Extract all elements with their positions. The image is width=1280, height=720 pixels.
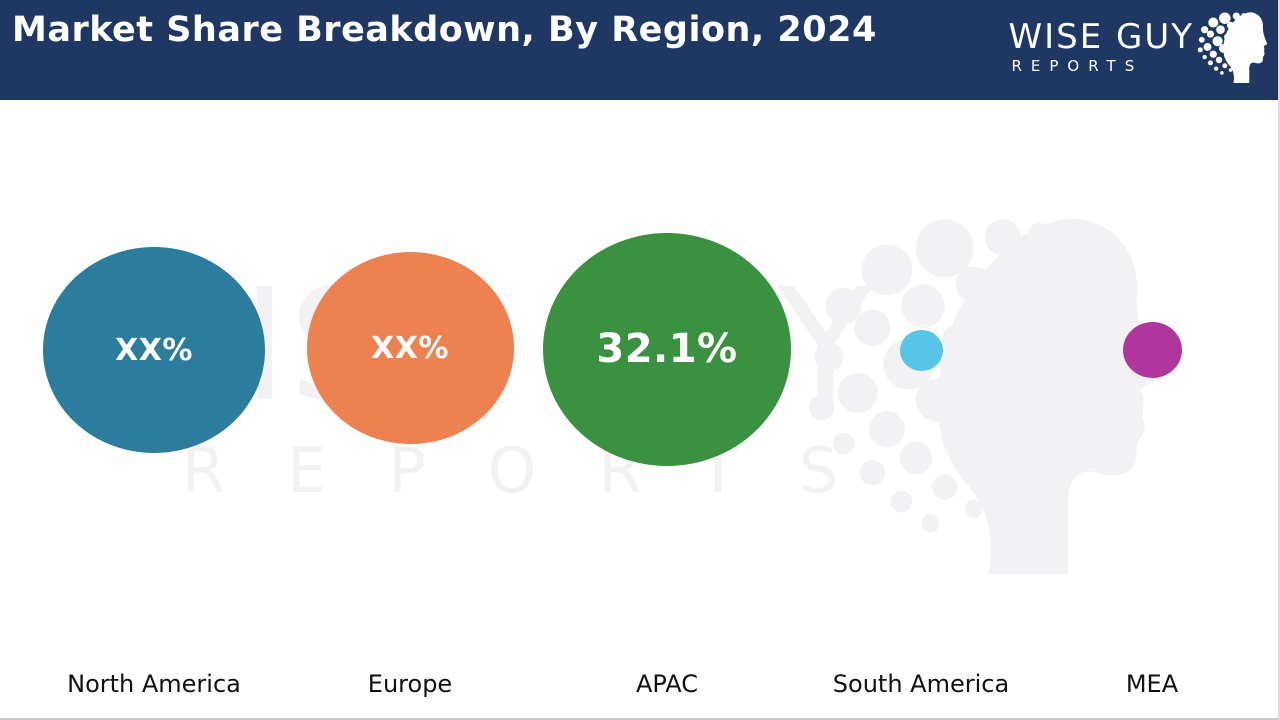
bubble-apac: 32.1% [543,232,791,466]
brand-logo-text: WISE GUY REPORTS [1008,16,1194,76]
category-label-apac: APAC [635,670,699,698]
bubble-value-apac: 32.1% [596,326,738,372]
chart-area: WISE GUY REPORTS XX%North AmericaXX%Euro… [0,100,1278,718]
category-label-north-america: North America [67,670,241,698]
page-title: Market Share Breakdown, By Region, 2024 [12,10,877,50]
watermark-reports-text: REPORTS [182,434,901,507]
wise-guy-head-icon [1196,4,1268,90]
header: Market Share Breakdown, By Region, 2024 … [0,0,1278,100]
bubble-value-north-america: XX% [115,332,193,368]
brand-logo: WISE GUY REPORTS [1008,4,1268,90]
category-label-south-america: South America [832,670,1010,698]
bubble-europe: XX% [306,252,514,444]
bubble-value-europe: XX% [371,330,449,366]
brand-name: WISE GUY [1008,16,1194,57]
category-label-mea: MEA [1125,670,1179,698]
bubble-mea [1122,322,1182,378]
bubble-north-america: XX% [43,247,265,453]
category-label-europe: Europe [367,670,453,698]
bubble-south-america [899,329,943,371]
watermark-head-icon [790,212,1172,574]
brand-subtitle: REPORTS [1011,57,1144,76]
